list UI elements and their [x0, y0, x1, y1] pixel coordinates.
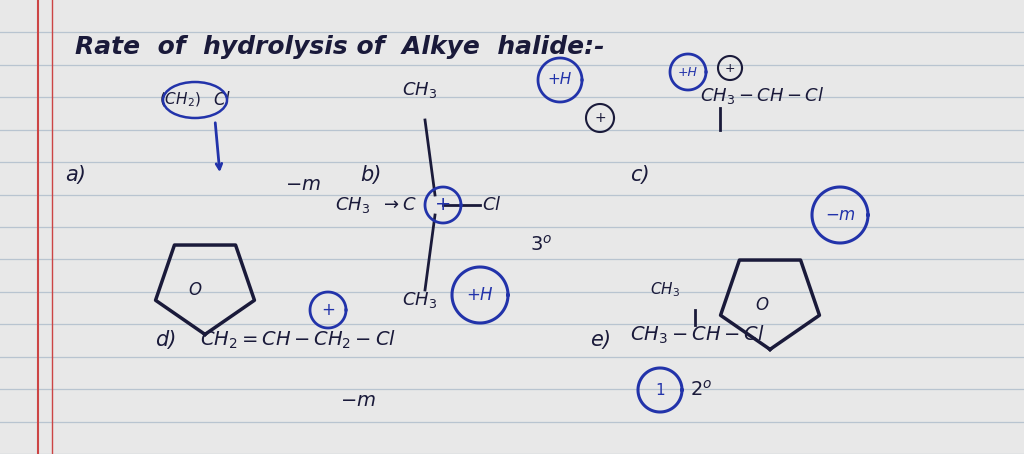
Text: $-m$: $-m$ — [340, 390, 376, 410]
Text: $CH_2 = CH - CH_2 - Cl$: $CH_2 = CH - CH_2 - Cl$ — [200, 329, 396, 351]
Text: +: + — [435, 196, 452, 214]
Text: $CH_3$: $CH_3$ — [402, 290, 437, 310]
Text: $2^o$: $2^o$ — [690, 380, 713, 400]
Text: Rate  of  hydrolysis of  Alkye  halide:-: Rate of hydrolysis of Alkye halide:- — [75, 35, 604, 59]
Text: $CH_3$: $CH_3$ — [650, 281, 680, 299]
Text: $-m$: $-m$ — [824, 206, 855, 224]
Text: +H: +H — [548, 73, 572, 88]
Text: $CH_3$: $CH_3$ — [402, 80, 437, 100]
Text: $Cl$: $Cl$ — [482, 196, 502, 214]
Text: $CH_3 - CH - Cl$: $CH_3 - CH - Cl$ — [700, 84, 824, 105]
Text: d): d) — [155, 330, 176, 350]
Text: O: O — [188, 281, 202, 299]
Text: $Cl$: $Cl$ — [213, 91, 231, 109]
Text: c): c) — [630, 165, 649, 185]
Text: $-m$: $-m$ — [285, 176, 321, 194]
Text: +: + — [594, 111, 606, 125]
Text: $+H$: $+H$ — [466, 286, 494, 304]
Text: $CH_3 - CH - Cl$: $CH_3 - CH - Cl$ — [630, 324, 765, 346]
Text: O: O — [756, 296, 769, 314]
Text: a): a) — [65, 165, 86, 185]
Text: $\rightarrow C$: $\rightarrow C$ — [380, 196, 417, 214]
Text: $(CH_2)$: $(CH_2)$ — [159, 91, 201, 109]
Text: $3^o$: $3^o$ — [530, 235, 552, 255]
Text: $CH_3$: $CH_3$ — [335, 195, 370, 215]
Text: +: + — [322, 301, 335, 319]
Text: +: + — [725, 61, 735, 74]
Text: $1$: $1$ — [655, 382, 666, 398]
Text: b): b) — [360, 165, 381, 185]
Text: +H: +H — [678, 65, 698, 79]
Text: e): e) — [590, 330, 611, 350]
